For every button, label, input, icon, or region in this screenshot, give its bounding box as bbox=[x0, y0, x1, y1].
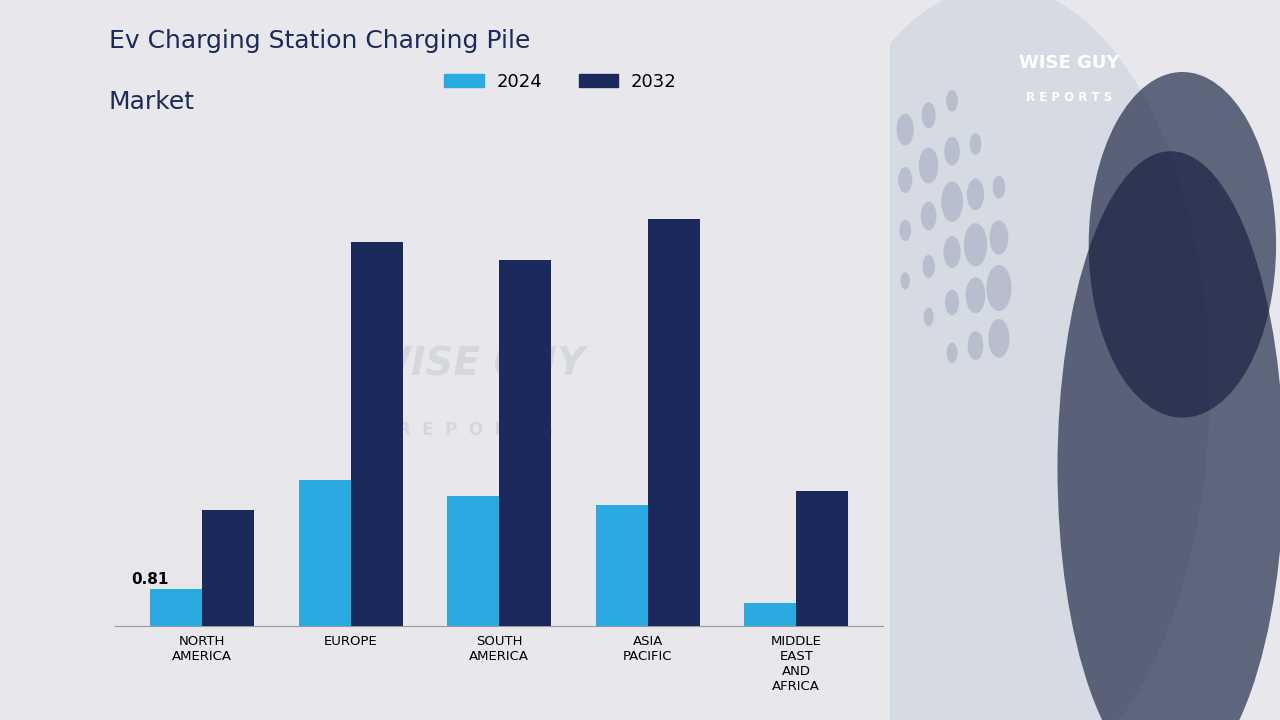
Circle shape bbox=[945, 137, 960, 166]
Circle shape bbox=[966, 179, 984, 210]
Circle shape bbox=[964, 223, 987, 266]
Circle shape bbox=[946, 90, 957, 112]
Circle shape bbox=[945, 289, 959, 315]
Circle shape bbox=[922, 102, 936, 128]
Text: R E P O R T S: R E P O R T S bbox=[1027, 91, 1112, 104]
Bar bbox=[298, 480, 351, 626]
Circle shape bbox=[947, 343, 957, 363]
Text: Ev Charging Station Charging Pile: Ev Charging Station Charging Pile bbox=[109, 29, 530, 53]
Circle shape bbox=[923, 255, 934, 278]
Circle shape bbox=[924, 307, 933, 326]
Circle shape bbox=[993, 176, 1005, 199]
Circle shape bbox=[970, 133, 982, 155]
Text: R  E  P  O  R  T  S: R E P O R T S bbox=[398, 420, 554, 438]
Circle shape bbox=[941, 181, 963, 222]
Circle shape bbox=[920, 202, 937, 230]
Bar bbox=[351, 241, 403, 626]
Bar bbox=[595, 505, 648, 626]
Ellipse shape bbox=[1057, 151, 1280, 720]
Bar bbox=[150, 589, 202, 626]
Bar bbox=[744, 603, 796, 626]
Bar bbox=[447, 496, 499, 626]
Circle shape bbox=[968, 331, 983, 360]
Circle shape bbox=[899, 167, 913, 193]
Circle shape bbox=[919, 148, 938, 184]
Bar bbox=[202, 510, 255, 626]
Circle shape bbox=[988, 319, 1010, 358]
Bar bbox=[648, 219, 700, 626]
Text: Market: Market bbox=[109, 90, 195, 114]
Circle shape bbox=[901, 272, 910, 289]
Text: WISE GUY: WISE GUY bbox=[1019, 55, 1120, 73]
Circle shape bbox=[943, 236, 961, 268]
Circle shape bbox=[900, 220, 911, 241]
Bar bbox=[796, 491, 849, 626]
Circle shape bbox=[965, 277, 986, 313]
Bar bbox=[499, 260, 552, 626]
Circle shape bbox=[1089, 72, 1276, 418]
Text: 0.81: 0.81 bbox=[132, 572, 169, 587]
Circle shape bbox=[989, 220, 1009, 255]
Legend: 2024, 2032: 2024, 2032 bbox=[438, 66, 684, 99]
Circle shape bbox=[987, 265, 1011, 311]
Ellipse shape bbox=[788, 0, 1210, 720]
Text: WISE GUY: WISE GUY bbox=[367, 346, 585, 383]
Circle shape bbox=[896, 114, 914, 145]
